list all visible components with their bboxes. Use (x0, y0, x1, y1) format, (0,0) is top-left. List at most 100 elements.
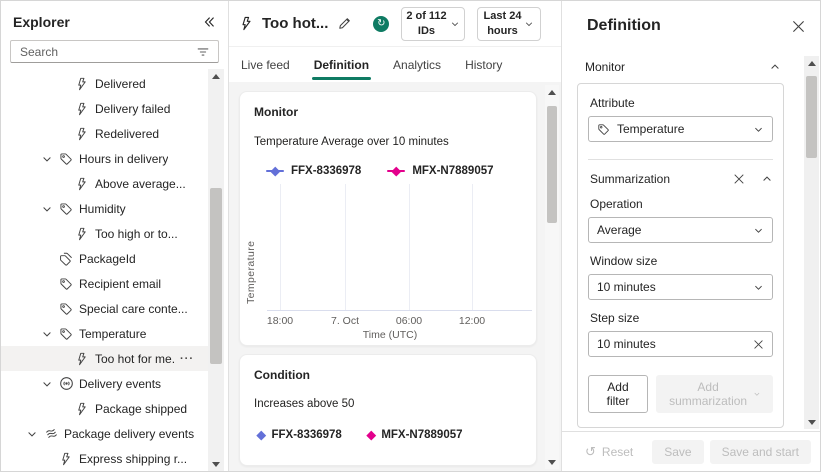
temperature-chart: Temperature 18:00 7. Oct 06:00 12:00 Tim… (240, 184, 536, 345)
tree-item-special-care[interactable]: Special care conte... (1, 296, 208, 321)
window-size-label: Window size (590, 254, 658, 268)
tree-item-delivery-events[interactable]: Delivery events (1, 371, 208, 396)
tree-item-express-shipping[interactable]: Express shipping r... (1, 446, 208, 471)
tree-item-temperature[interactable]: Temperature (1, 321, 208, 346)
x-tick: 18:00 (266, 315, 294, 327)
chevron-down-icon (753, 124, 764, 135)
bolt-icon (74, 401, 90, 417)
search-box (10, 40, 219, 63)
panel-title: Definition (587, 17, 661, 34)
attribute-label: Attribute (590, 96, 635, 110)
tag-icon (597, 123, 610, 136)
tree-item-package-delivery-events[interactable]: Package delivery events (1, 421, 208, 446)
tree-item-above-average[interactable]: Above average... (1, 171, 208, 196)
tree-item-delivery-failed[interactable]: Delivery failed (1, 96, 208, 121)
tree-item-label: Above average... (95, 176, 186, 191)
scroll-down-icon[interactable] (545, 455, 559, 469)
search-input[interactable] (20, 44, 190, 59)
step-size-value: 10 minutes (597, 337, 656, 351)
panel-scrollbar[interactable] (804, 56, 819, 429)
bolt-icon (74, 126, 90, 142)
time-range-dropdown[interactable]: Last 24 hours (477, 6, 541, 41)
tag-icon (58, 151, 74, 167)
chevron-down-icon (753, 225, 764, 236)
x-tick: 12:00 (458, 315, 486, 327)
bolt-icon (58, 451, 74, 467)
step-size-input[interactable]: 10 minutes (588, 331, 773, 357)
chevron-down-icon[interactable] (41, 378, 53, 390)
tree-item-package-shipped[interactable]: Package shipped (1, 396, 208, 421)
tree-item-recipient-email[interactable]: Recipient email (1, 271, 208, 296)
tab-definition[interactable]: Definition (311, 47, 372, 82)
bolt-icon (74, 351, 90, 367)
remove-summarization-icon[interactable] (733, 173, 745, 185)
close-icon[interactable] (792, 20, 805, 33)
time-range-line2: hours (487, 24, 518, 37)
chevron-down-icon[interactable] (41, 153, 53, 165)
panel-footer: ↺ Reset Save Save and start (562, 431, 820, 471)
attribute-select[interactable]: Temperature (588, 116, 773, 142)
tree-item-label: Recipient email (79, 276, 162, 291)
tab-history[interactable]: History (465, 57, 503, 72)
tree-item-packageid[interactable]: PackageId (1, 246, 208, 271)
tree-item-redelivered[interactable]: Redelivered (1, 121, 208, 146)
tree-item-label: Redelivered (95, 126, 160, 141)
scroll-down-icon[interactable] (804, 415, 819, 429)
gridline (280, 184, 281, 310)
add-summarization-label: Add summarization (669, 380, 748, 408)
monitor-card-title: Monitor (254, 105, 298, 119)
tags-icon (58, 251, 74, 267)
add-filter-button[interactable]: Add filter (588, 375, 648, 413)
tab-analytics[interactable]: Analytics (393, 57, 442, 72)
more-options-icon[interactable]: ··· (180, 352, 194, 365)
edit-icon[interactable] (338, 16, 353, 31)
y-axis-label: Temperature (245, 240, 257, 304)
legend-label: MFX-N7889057 (412, 165, 494, 177)
legend-label: MFX-N7889057 (381, 429, 463, 441)
collapse-sidebar-icon[interactable] (202, 15, 216, 29)
chevron-down-icon[interactable] (41, 203, 53, 215)
scrollbar-thumb[interactable] (806, 76, 817, 158)
legend-item[interactable]: FFX-8336978 (266, 165, 361, 177)
chevron-up-icon[interactable] (769, 61, 781, 73)
x-tick: 7. Oct (330, 315, 360, 327)
scroll-up-icon[interactable] (545, 85, 559, 99)
operation-select[interactable]: Average (588, 217, 773, 243)
sidebar-scrollbar[interactable] (208, 69, 224, 471)
tab-live-feed[interactable]: Live feed (241, 57, 290, 72)
ids-selector-dropdown[interactable]: 2 of 112 IDs (401, 6, 465, 41)
scroll-up-icon[interactable] (208, 69, 224, 83)
scroll-down-icon[interactable] (208, 457, 224, 471)
tree-item-delivered[interactable]: Delivered (1, 71, 208, 96)
legend-item[interactable]: FFX-8336978 (256, 429, 342, 441)
tab-content: Monitor Temperature Average over 10 minu… (229, 82, 561, 471)
series-marker (266, 169, 284, 173)
tree-item-humidity[interactable]: Humidity (1, 196, 208, 221)
tree-item-hours-in-delivery[interactable]: Hours in delivery (1, 146, 208, 171)
tree-item-too-hot-selected[interactable]: Too hot for me... ··· (1, 346, 208, 371)
explorer-tree: Delivered Delivery failed Redelivered Ho… (1, 71, 208, 471)
chevron-up-icon[interactable] (761, 173, 773, 185)
scrollbar-thumb[interactable] (210, 188, 222, 364)
series-marker (366, 430, 376, 440)
content-scrollbar[interactable] (545, 85, 559, 469)
chart-legend: FFX-8336978 MFX-N7889057 (240, 148, 536, 177)
scrollbar-thumb[interactable] (547, 106, 557, 223)
tree-item-too-high[interactable]: Too high or to... (1, 221, 208, 246)
reset-label: Reset (601, 444, 634, 459)
tree-item-label: Temperature (79, 326, 147, 341)
chevron-down-icon (524, 19, 534, 29)
x-axis-label: Time (UTC) (362, 329, 418, 341)
condition-text: Increases above 50 (254, 398, 355, 410)
clear-icon[interactable] (753, 339, 764, 350)
legend-item[interactable]: MFX-N7889057 (387, 165, 494, 177)
reset-button: ↺ Reset (585, 444, 633, 460)
chevron-down-icon[interactable] (41, 328, 53, 340)
window-size-select[interactable]: 10 minutes (588, 274, 773, 300)
chevron-down-icon[interactable] (26, 428, 38, 440)
tree-item-label: Package delivery events (64, 426, 195, 441)
bolt-icon (74, 176, 90, 192)
monitor-section-header[interactable]: Monitor (577, 51, 784, 83)
scroll-up-icon[interactable] (804, 56, 819, 70)
legend-item[interactable]: MFX-N7889057 (366, 429, 463, 441)
